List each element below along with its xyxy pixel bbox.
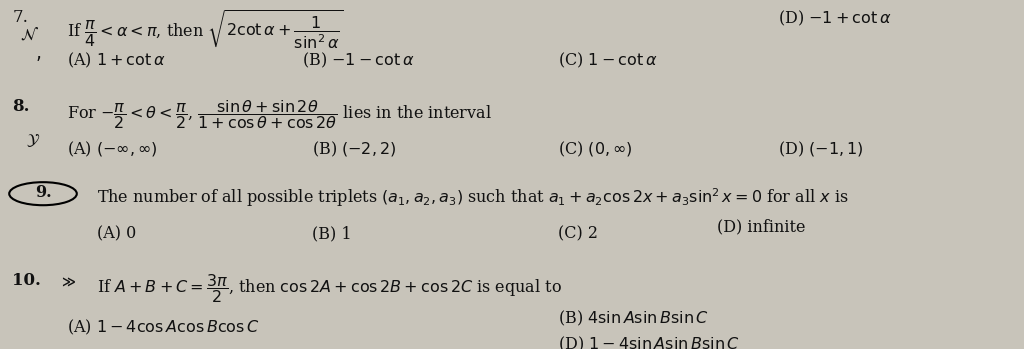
Text: (D) $(-1, 1)$: (D) $(-1, 1)$ — [778, 140, 863, 159]
Text: 9.: 9. — [35, 184, 51, 201]
Text: The number of all possible triplets $(a_1, a_2, a_3)$ such that $a_1 + a_2 \cos : The number of all possible triplets $(a_… — [97, 187, 849, 209]
Text: (A) 0: (A) 0 — [97, 225, 136, 242]
Text: (A) $1 - 4\cos A \cos B \cos C$: (A) $1 - 4\cos A \cos B \cos C$ — [67, 318, 259, 337]
Text: For $-\dfrac{\pi}{2} < \theta < \dfrac{\pi}{2}$, $\dfrac{\sin\theta + \sin 2\the: For $-\dfrac{\pi}{2} < \theta < \dfrac{\… — [67, 98, 492, 131]
Text: ,: , — [36, 44, 42, 62]
Text: $\mathcal{N}$: $\mathcal{N}$ — [20, 26, 40, 43]
Text: If $A + B + C = \dfrac{3\pi}{2}$, then $\cos 2A + \cos 2B + \cos 2C$ is equal to: If $A + B + C = \dfrac{3\pi}{2}$, then $… — [97, 272, 562, 305]
Text: 8.: 8. — [12, 98, 30, 115]
Text: If $\dfrac{\pi}{4} < \alpha < \pi$, then $\sqrt{2\cot\alpha + \dfrac{1}{\sin^2\a: If $\dfrac{\pi}{4} < \alpha < \pi$, then… — [67, 9, 343, 51]
Text: (B) $(-2, 2)$: (B) $(-2, 2)$ — [312, 140, 396, 159]
Text: $\mathcal{Y}$: $\mathcal{Y}$ — [26, 133, 40, 149]
Text: (B) $-1 - \cot\alpha$: (B) $-1 - \cot\alpha$ — [302, 51, 415, 70]
Text: (D) $1 - 4\sin A \sin B \sin C$: (D) $1 - 4\sin A \sin B \sin C$ — [558, 335, 740, 349]
Text: (B) 1: (B) 1 — [312, 225, 352, 242]
Text: $\mathbf{\gg}$: $\mathbf{\gg}$ — [59, 276, 77, 289]
Text: (A) $1 + \cot\alpha$: (A) $1 + \cot\alpha$ — [67, 51, 165, 70]
Text: (A) $(-\infty, \infty)$: (A) $(-\infty, \infty)$ — [67, 140, 157, 159]
Text: (C) 2: (C) 2 — [558, 225, 598, 242]
Text: (C) $(0, \infty)$: (C) $(0, \infty)$ — [558, 140, 633, 159]
Text: (D) infinite: (D) infinite — [717, 218, 805, 235]
Text: (D) $-1 + \cot\alpha$: (D) $-1 + \cot\alpha$ — [778, 9, 892, 28]
Text: 10.: 10. — [12, 272, 41, 289]
Text: (C) $1 - \cot\alpha$: (C) $1 - \cot\alpha$ — [558, 51, 657, 70]
Text: 7.: 7. — [12, 9, 29, 26]
Text: (B) $4\sin A \sin B \sin C$: (B) $4\sin A \sin B \sin C$ — [558, 309, 710, 328]
